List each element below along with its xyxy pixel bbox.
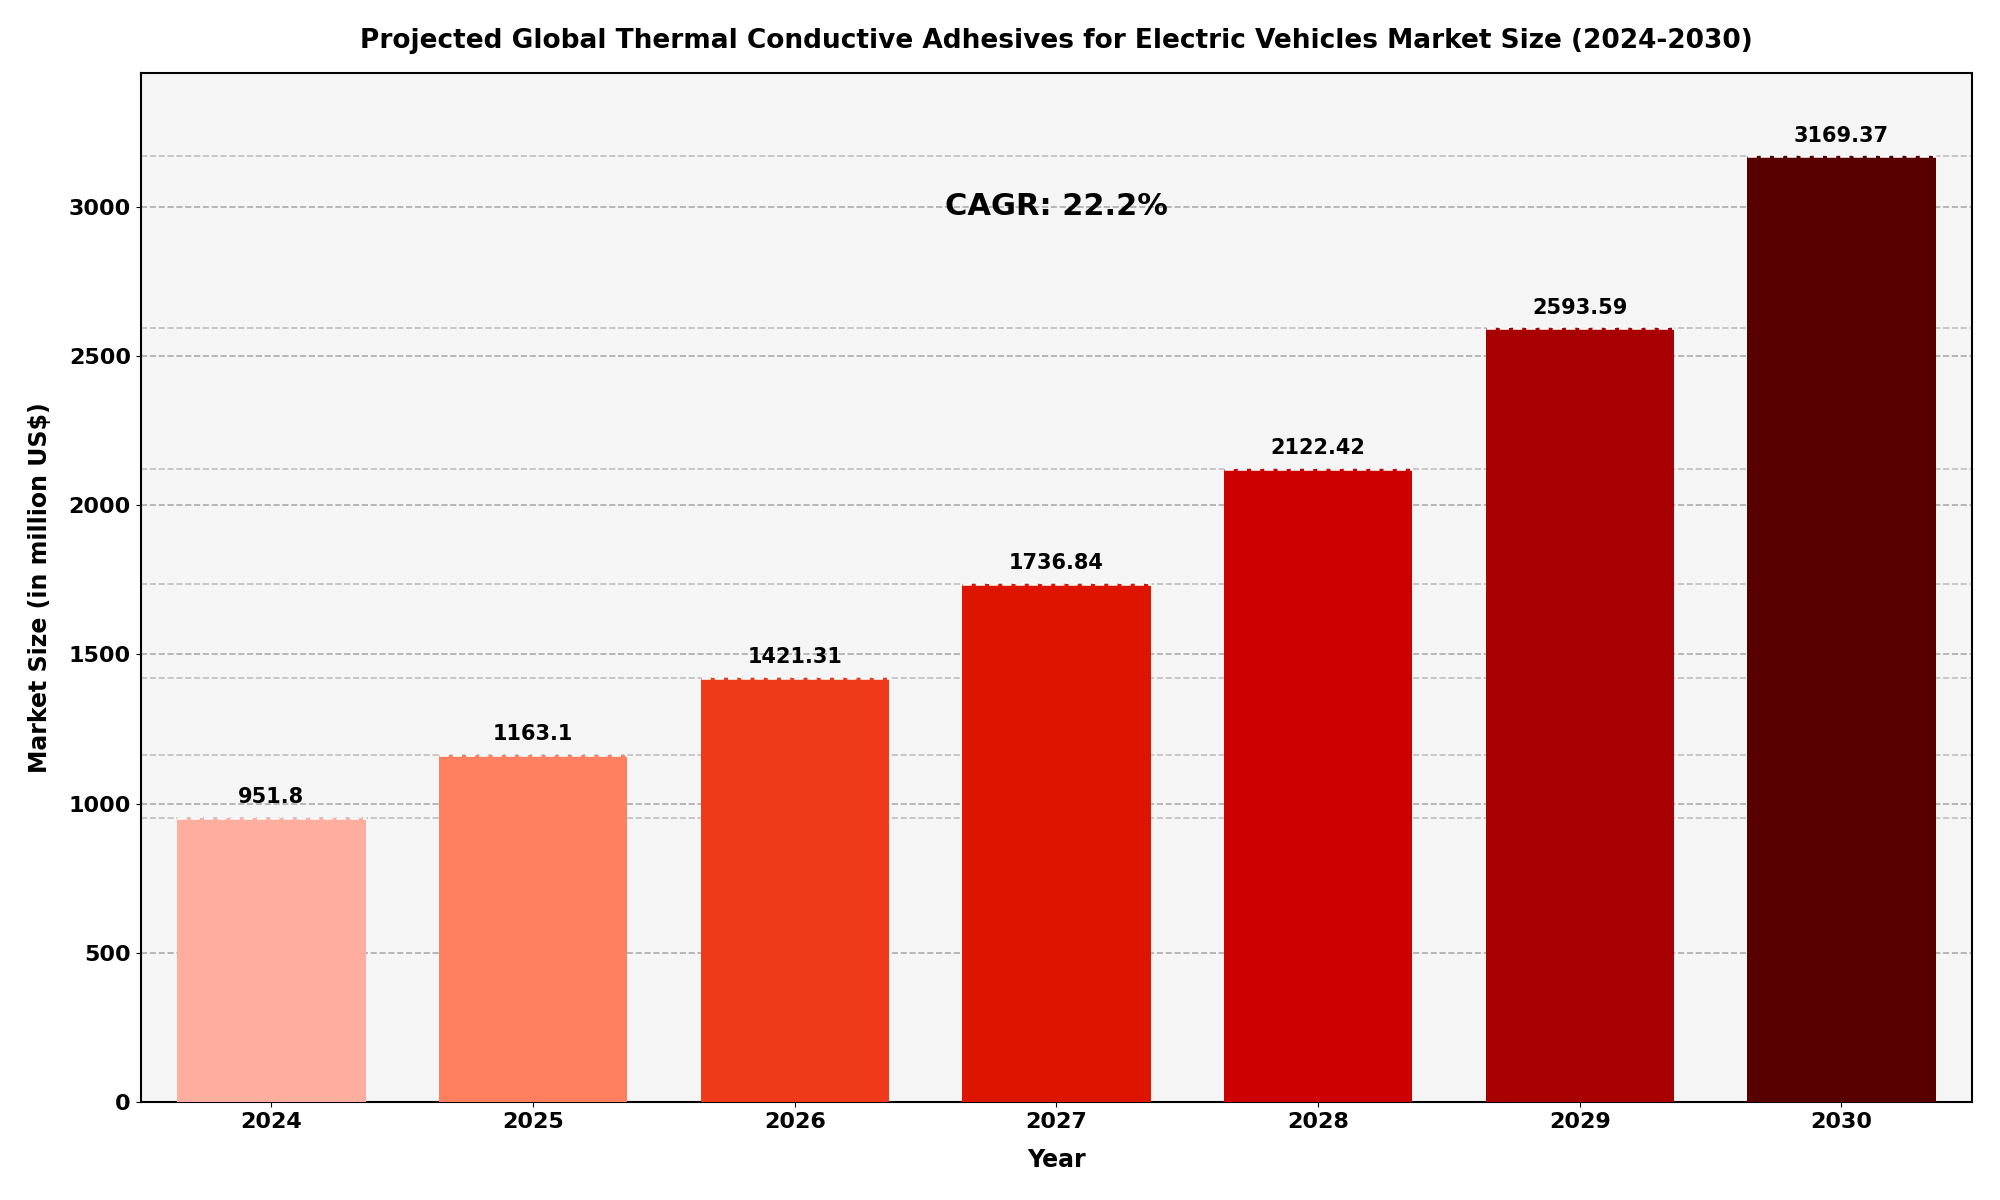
Bar	[178, 818, 366, 1102]
Bar	[962, 583, 1150, 1102]
Text: CAGR: 22.2%: CAGR: 22.2%	[944, 192, 1168, 221]
Bar	[700, 678, 888, 1102]
Bar	[1224, 469, 1412, 1102]
Text: 1163.1: 1163.1	[492, 725, 574, 744]
Text: 2122.42: 2122.42	[1270, 438, 1366, 458]
Text: 1736.84: 1736.84	[1008, 553, 1104, 574]
Text: 2593.59: 2593.59	[1532, 298, 1628, 318]
Text: 951.8: 951.8	[238, 787, 304, 808]
Y-axis label: Market Size (in million US$): Market Size (in million US$)	[28, 402, 52, 773]
Text: 3169.37: 3169.37	[1794, 126, 1888, 146]
Bar	[1748, 156, 1936, 1102]
Text: 1421.31: 1421.31	[748, 648, 842, 667]
Title: Projected Global Thermal Conductive Adhesives for Electric Vehicles Market Size : Projected Global Thermal Conductive Adhe…	[360, 28, 1752, 54]
Bar	[438, 755, 628, 1102]
Bar	[1486, 329, 1674, 1102]
X-axis label: Year: Year	[1028, 1148, 1086, 1172]
